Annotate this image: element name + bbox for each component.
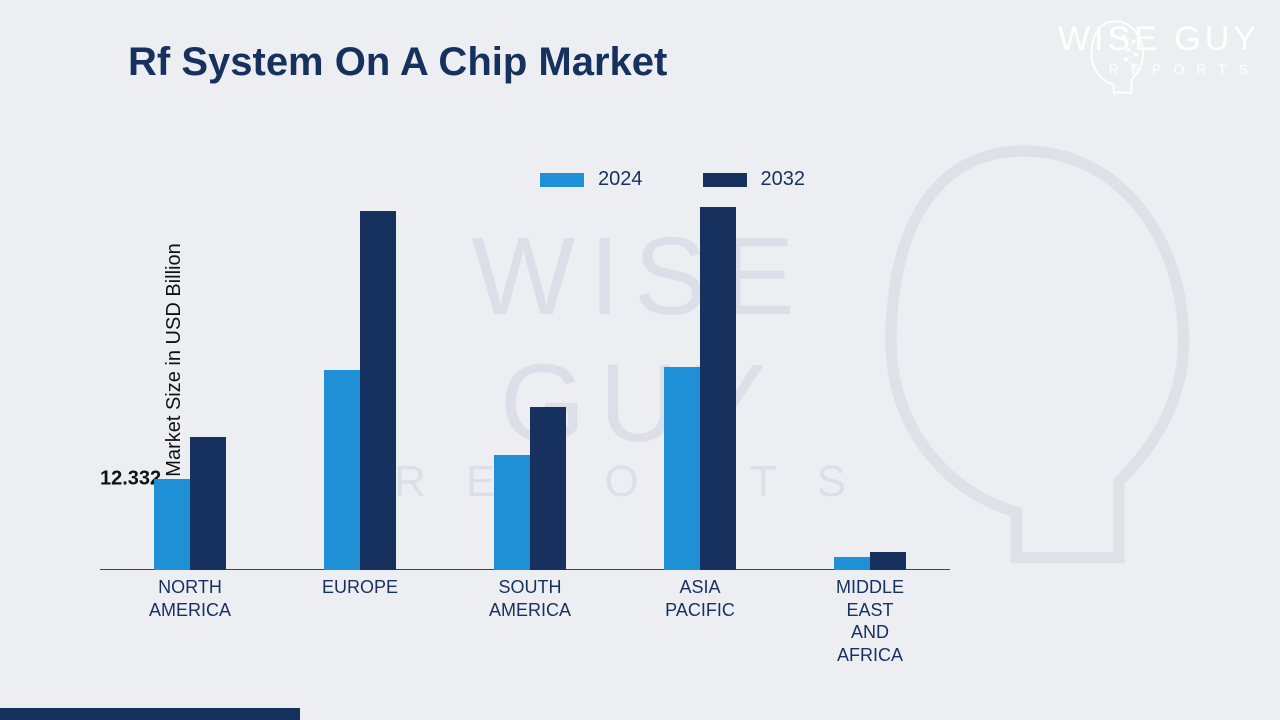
bar — [360, 211, 396, 570]
brand-name: WISE GUY — [1058, 20, 1260, 59]
bar-group: EUROPE — [324, 200, 396, 570]
x-axis-category-label: NORTH AMERICA — [149, 576, 231, 621]
x-axis-category-label: MIDDLE EAST AND AFRICA — [836, 576, 904, 666]
legend: 2024 2032 — [540, 168, 805, 191]
legend-item-2032: 2032 — [703, 168, 806, 191]
legend-swatch-2032 — [703, 173, 747, 187]
bar — [324, 370, 360, 570]
bar-group: NORTH AMERICA — [154, 200, 226, 570]
bar — [530, 407, 566, 570]
x-axis-category-label: ASIA PACIFIC — [665, 576, 735, 621]
bar-group: MIDDLE EAST AND AFRICA — [834, 200, 906, 570]
bar — [700, 207, 736, 570]
bar-group: SOUTH AMERICA — [494, 200, 566, 570]
chart-title: Rf System On A Chip Market — [128, 40, 667, 85]
legend-label-2024: 2024 — [598, 168, 643, 191]
right-brand-band — [960, 0, 1280, 720]
bar — [154, 479, 190, 570]
bar — [190, 437, 226, 570]
bar — [494, 455, 530, 570]
legend-swatch-2024 — [540, 173, 584, 187]
x-axis-category-label: SOUTH AMERICA — [489, 576, 571, 621]
bar — [664, 367, 700, 571]
bar — [870, 552, 906, 571]
brand-block: WISE GUY REPORTS — [1058, 20, 1260, 77]
footer-accent-bar — [0, 708, 300, 720]
plot-area: NORTH AMERICA EUROPE SOUTH AMERICA ASIA PAC… — [100, 200, 950, 570]
brand-sub: REPORTS — [1058, 61, 1260, 77]
bar — [834, 557, 870, 570]
legend-label-2032: 2032 — [761, 168, 806, 191]
chart-stage: WISE GUY REPORTS Rf System On A Chip Mar… — [0, 0, 1280, 720]
x-axis-category-label: EUROPE — [322, 576, 398, 599]
legend-item-2024: 2024 — [540, 168, 643, 191]
bar-group: ASIA PACIFIC — [664, 200, 736, 570]
